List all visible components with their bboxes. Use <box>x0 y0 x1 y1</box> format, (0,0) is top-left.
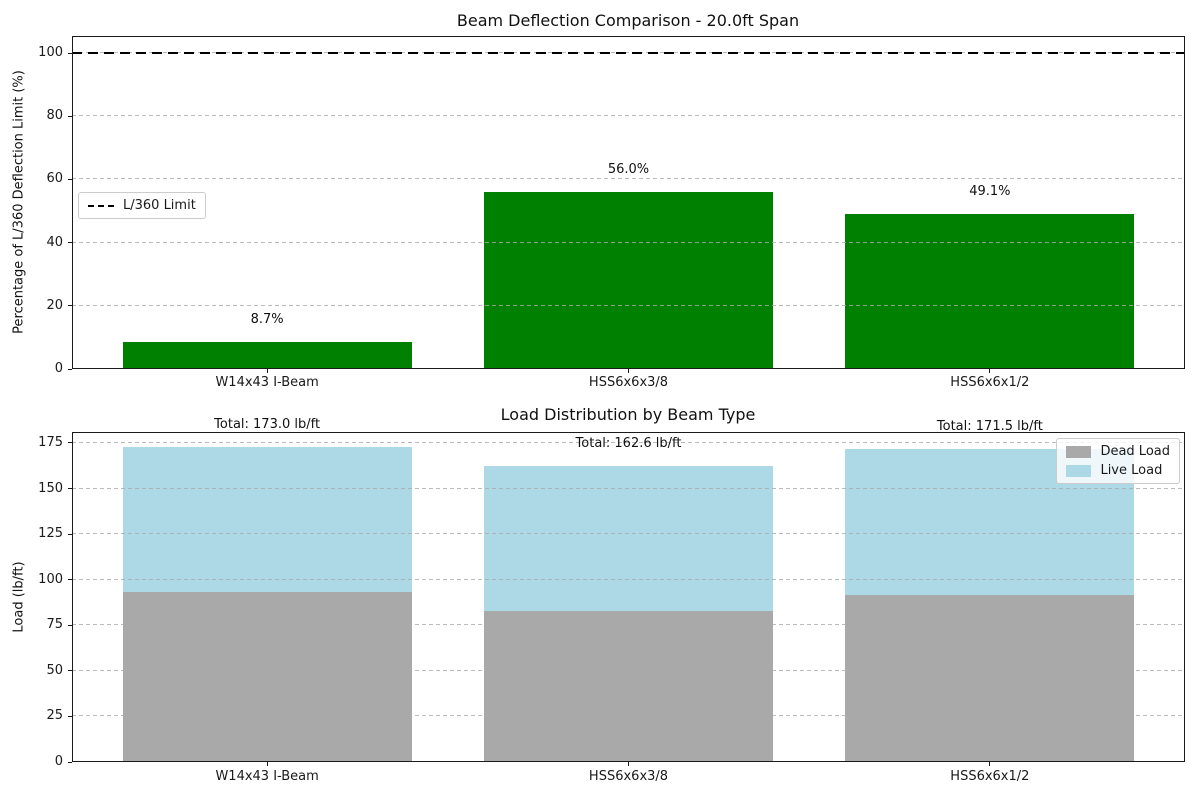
y-tick-mark <box>68 178 72 180</box>
legend: L/360 Limit <box>78 192 206 219</box>
bar <box>122 341 412 369</box>
gridline-y-40 <box>72 241 1185 243</box>
x-tick-mark <box>989 369 991 373</box>
y-tick-label: 0 <box>54 754 63 769</box>
chart-title: Load Distribution by Beam Type <box>500 405 756 424</box>
y-tick-mark <box>68 368 72 370</box>
x-tick-mark <box>628 762 629 766</box>
y-tick-label: 175 <box>38 434 63 450</box>
gridline-y-75 <box>72 624 1185 626</box>
x-tick-label: HSS6x6x1/2 <box>950 375 1030 390</box>
value-label: 56.0% <box>607 162 650 178</box>
y-tick-label: 40 <box>46 234 63 250</box>
bar-live-load <box>483 465 774 612</box>
gridline-y-125 <box>72 533 1185 535</box>
x-tick-label: W14x43 I-Beam <box>215 375 319 390</box>
y-tick-label: 100 <box>38 571 63 587</box>
y-tick-label: 150 <box>38 480 63 496</box>
y-tick-mark <box>68 533 72 535</box>
x-tick-label: HSS6x6x3/8 <box>588 769 669 784</box>
y-tick-label: 0 <box>54 361 63 376</box>
y-tick-mark <box>68 488 72 490</box>
y-tick-mark <box>68 670 72 672</box>
legend-label: L/360 Limit <box>123 198 196 213</box>
y-tick-mark <box>68 52 72 54</box>
plot-area: 8.7% 56.0% 49.1% L/360 Limit <box>72 36 1185 369</box>
legend-entry: Live Load <box>1066 461 1170 480</box>
deflection-comparison-chart: Beam Deflection Comparison - 20.0ft Span… <box>11 11 1185 390</box>
bar-live-load <box>122 446 412 593</box>
x-tick-mark <box>989 762 991 766</box>
gridline-y-20 <box>72 304 1185 306</box>
y-tick-mark <box>68 305 72 307</box>
legend-swatch <box>1066 445 1092 458</box>
y-axis-label: Load (lb/ft) <box>11 561 27 633</box>
x-tick-mark <box>266 369 268 373</box>
y-tick-label: 75 <box>46 617 63 633</box>
bar-dead-load <box>483 611 774 762</box>
value-label: 49.1% <box>969 183 1011 199</box>
chart-title: Beam Deflection Comparison - 20.0ft Span <box>456 11 800 30</box>
y-tick-label: 25 <box>46 708 63 724</box>
y-axis-label: Percentage of L/360 Deflection Limit (%) <box>11 70 27 334</box>
y-tick-label: 20 <box>46 297 63 313</box>
x-tick-label: HSS6x6x3/8 <box>588 375 669 390</box>
y-tick-label: 125 <box>38 526 63 542</box>
dashed-line-swatch <box>88 204 115 207</box>
load-distribution-chart: Load Distribution by Beam Type Load (lb/… <box>0 400 1200 800</box>
bar-dead-load <box>122 592 412 762</box>
y-tick-mark <box>68 115 72 117</box>
bar-dead-load <box>845 595 1135 762</box>
limit-line <box>72 52 1185 55</box>
y-tick-mark <box>68 715 72 717</box>
gridline-y-150 <box>72 487 1185 489</box>
legend: Dead Load Live Load <box>1056 438 1180 484</box>
plot-area: Total: 173.0 lb/ft Total: 162.6 lb/ft Tota… <box>72 417 1185 762</box>
gridline-y-100 <box>72 578 1185 580</box>
gridline-y-25 <box>72 715 1185 717</box>
x-tick-label: W14x43 I-Beam <box>215 769 319 784</box>
y-tick-mark <box>68 442 72 444</box>
x-tick-mark <box>628 369 629 373</box>
value-label: 8.7% <box>250 311 284 327</box>
y-tick-label: 50 <box>46 662 63 678</box>
y-tick-mark <box>68 624 72 626</box>
total-label: Total: 162.6 lb/ft <box>575 435 682 451</box>
y-tick-label: 60 <box>46 171 63 187</box>
y-tick-mark <box>68 761 72 763</box>
legend-swatch <box>1066 464 1092 477</box>
x-tick-mark <box>266 762 268 766</box>
total-label: Total: 173.0 lb/ft <box>214 416 321 432</box>
bar <box>483 192 774 369</box>
legend-label: Dead Load <box>1100 444 1170 459</box>
x-tick-label: HSS6x6x1/2 <box>950 769 1030 784</box>
total-label: Total: 171.5 lb/ft <box>936 419 1043 435</box>
gridline-y-50 <box>72 669 1185 671</box>
y-tick-label: 80 <box>46 108 63 124</box>
legend-entry: L/360 Limit <box>88 196 196 215</box>
bar <box>845 213 1135 369</box>
y-tick-label: 100 <box>38 45 63 61</box>
y-tick-mark <box>68 242 72 244</box>
gridline-y-80 <box>72 115 1185 117</box>
y-tick-mark <box>68 579 72 581</box>
legend-label: Live Load <box>1100 463 1163 478</box>
gridline-y-60 <box>72 178 1185 180</box>
legend-entry: Dead Load <box>1066 442 1170 461</box>
gridline-y-175 <box>72 441 1185 443</box>
